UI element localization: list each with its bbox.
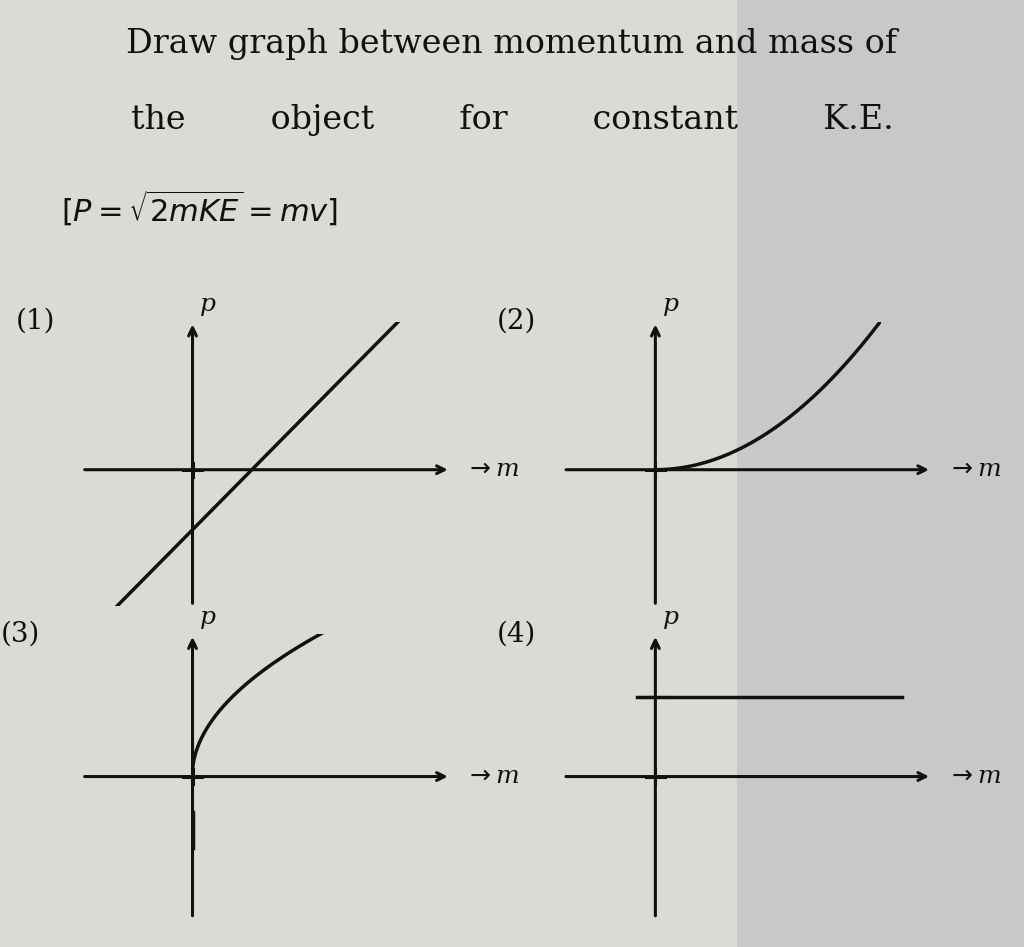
Text: (3): (3) bbox=[1, 620, 40, 648]
Text: p: p bbox=[663, 294, 679, 316]
Text: the        object        for        constant        K.E.: the object for constant K.E. bbox=[131, 104, 893, 136]
Text: (1): (1) bbox=[15, 308, 55, 335]
Text: (2): (2) bbox=[497, 308, 537, 335]
Text: $\rightarrow$m: $\rightarrow$m bbox=[946, 458, 1001, 481]
Text: $[\mathit{P} = \sqrt{2mKE} = mv]$: $[\mathit{P} = \sqrt{2mKE} = mv]$ bbox=[61, 189, 339, 229]
Text: p: p bbox=[200, 294, 216, 316]
Text: $\rightarrow$m: $\rightarrow$m bbox=[465, 765, 520, 788]
Text: Draw graph between momentum and mass of: Draw graph between momentum and mass of bbox=[126, 28, 898, 61]
Text: p: p bbox=[663, 606, 679, 629]
Text: $\rightarrow$m: $\rightarrow$m bbox=[465, 458, 520, 481]
FancyBboxPatch shape bbox=[0, 0, 737, 947]
Text: p: p bbox=[200, 606, 216, 629]
Text: (4): (4) bbox=[497, 620, 537, 648]
Text: $\rightarrow$m: $\rightarrow$m bbox=[946, 765, 1001, 788]
